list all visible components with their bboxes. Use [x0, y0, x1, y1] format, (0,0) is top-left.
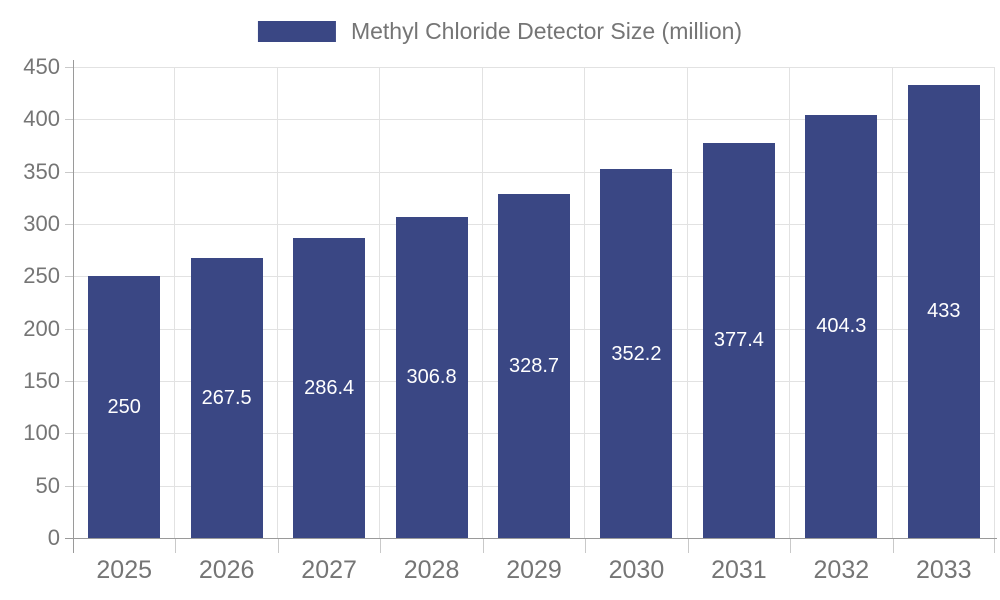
bar-2026: [190, 258, 263, 538]
y-gridline: [73, 119, 995, 121]
y-axis-tick-label: 300: [23, 211, 60, 236]
y-axis-tick-label: 350: [23, 158, 60, 184]
y-axis-tick-label: 450: [23, 54, 60, 79]
bar-value-label: 306.8: [406, 366, 457, 389]
y-axis-tick-label: 200: [23, 315, 60, 341]
x-axis-tick-label: 2028: [403, 556, 460, 584]
x-tick: [175, 538, 177, 553]
x-axis-tick-label: 2033: [915, 556, 972, 584]
bar-value-label: 433: [927, 300, 961, 323]
x-axis-tick-label: 2027: [301, 556, 357, 584]
bar-value-label: 286.4: [304, 377, 355, 400]
x-tick: [585, 538, 587, 553]
bar-2033: [907, 84, 980, 538]
bar-value-label: 267.5: [201, 387, 252, 409]
x-axis-tick-label: 2029: [506, 556, 562, 584]
x-axis-line: [65, 538, 997, 539]
x-axis-tick-label: 2030: [608, 556, 665, 584]
x-gridline: [686, 67, 688, 538]
x-gridline: [174, 67, 176, 538]
bar-value-label: 328.7: [508, 354, 560, 377]
y-gridline: [73, 67, 995, 68]
x-tick: [687, 538, 689, 553]
bar-2031: [702, 142, 775, 538]
y-tick: [65, 433, 73, 435]
x-axis-tick-label: 2026: [198, 556, 255, 584]
x-tick: [380, 538, 382, 553]
bar-value-label: 377.4: [713, 329, 764, 352]
x-gridline: [994, 67, 995, 538]
bar-2027: [293, 238, 366, 538]
bar-value-label: 352.2: [611, 342, 662, 365]
bar-2025: [88, 276, 161, 538]
bar-value-label: 250: [107, 396, 141, 419]
legend-swatch-icon: [257, 21, 336, 42]
x-gridline: [276, 67, 278, 538]
y-axis-tick-label: 50: [35, 472, 60, 498]
y-tick: [65, 381, 73, 382]
x-axis-tick-label: 2025: [96, 556, 153, 584]
bar-2030: [600, 169, 673, 538]
x-gridline: [481, 67, 483, 538]
legend: Methyl Chloride Detector Size (million): [257, 18, 743, 44]
x-tick: [482, 538, 484, 553]
y-tick: [65, 171, 73, 173]
y-tick: [65, 224, 73, 225]
x-gridline: [584, 67, 586, 538]
bar-2029: [498, 193, 570, 538]
legend-label: Methyl Chloride Detector Size (million): [350, 18, 743, 44]
x-tick: [892, 538, 894, 553]
y-tick: [65, 276, 73, 278]
x-gridline: [891, 67, 893, 538]
y-tick: [65, 119, 73, 121]
y-tick: [65, 67, 73, 68]
y-tick: [65, 328, 73, 330]
y-axis-tick-label: 0: [47, 525, 60, 550]
plot-area: 0 50 100 150 200 250 300 350 400 450 250 2025 267.5 2…: [23, 55, 997, 583]
x-tick: [277, 538, 279, 553]
x-axis-tick-label: 2031: [711, 556, 767, 584]
y-axis-line: [73, 60, 74, 553]
x-gridline: [789, 67, 791, 538]
y-gridline: [73, 171, 995, 173]
y-axis-tick-label: 400: [23, 106, 60, 132]
bar-2028: [395, 216, 468, 538]
x-tick: [994, 538, 995, 553]
y-axis-tick-label: 250: [23, 263, 60, 289]
bar-2032: [805, 114, 878, 538]
y-axis-tick-label: 150: [23, 368, 60, 393]
y-axis-tick-label: 100: [23, 420, 60, 446]
bar-value-label: 404.3: [816, 315, 867, 338]
x-axis-tick-label: 2032: [813, 556, 870, 584]
x-gridline: [379, 67, 381, 538]
x-tick: [790, 538, 792, 553]
y-tick: [65, 485, 73, 487]
